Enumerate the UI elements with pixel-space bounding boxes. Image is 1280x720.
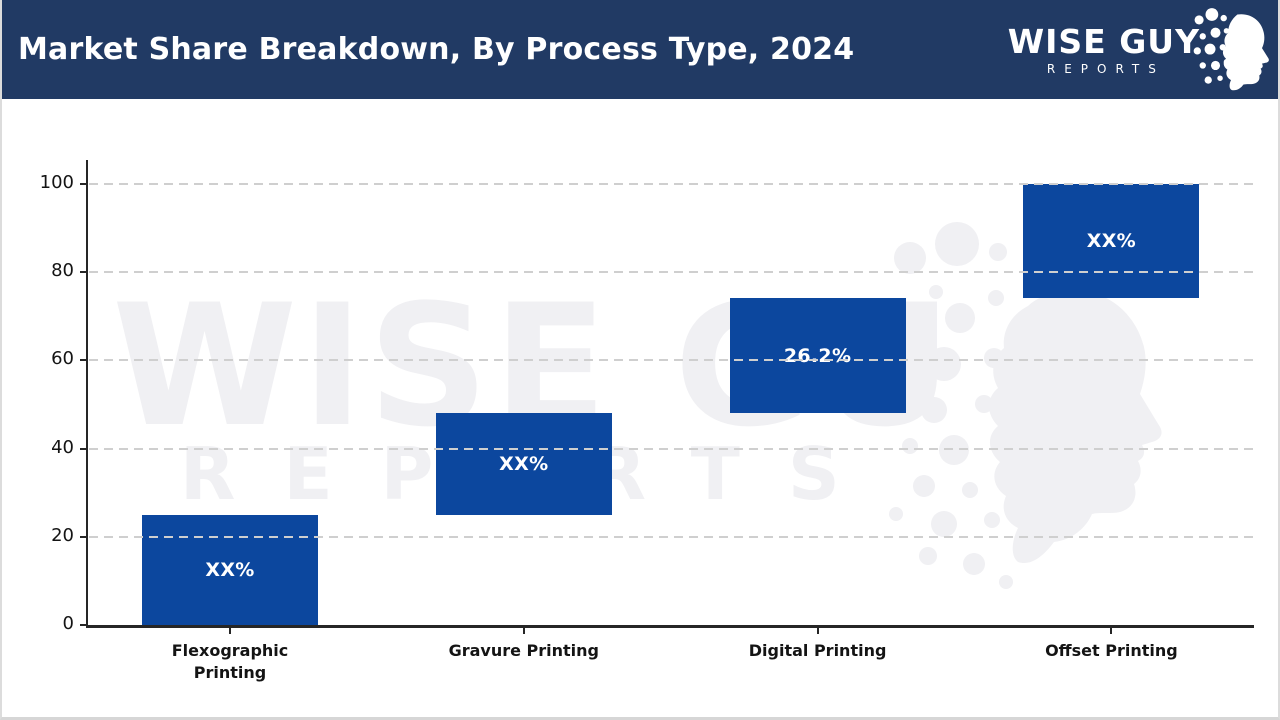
category-label-2: Gravure Printing [448,641,599,660]
bar-value-label-4: XX% [1086,229,1137,252]
header-bar: Market Share Breakdown, By Process Type,… [0,0,1280,99]
brand-logo: WISE GUY REPORTS [1008,6,1272,94]
y-axis-line [86,160,88,627]
y-tick-label-20: 20 [51,524,74,546]
y-tick-label-80: 80 [51,260,74,282]
brand-face-icon [1193,8,1269,91]
bar-value-label-1: XX% [205,558,255,581]
category-label-1: Flexographic Printing [171,641,289,682]
category-label-4: Offset Printing [1045,641,1178,660]
y-tick-0 [80,624,88,626]
x-tick-3 [816,628,819,634]
y-tick-label-60: 60 [51,348,74,370]
brand-subtitle: REPORTS [1046,61,1165,76]
bar-2: XX% [435,413,612,515]
y-tick-label-100: 100 [39,172,74,193]
y-tick-20 [80,535,88,538]
x-tick-1 [229,628,231,634]
brand-logo-text: WISE GUY REPORTS [1008,25,1200,76]
y-tick-100 [80,183,88,185]
y-tick-label-40: 40 [51,436,74,458]
bar-4: XX% [1023,184,1200,298]
bar-3: 26.2% [729,297,906,414]
chart-title: Market Share Breakdown, By Process Type,… [18,32,855,67]
y-tick-80 [80,271,88,274]
bar-value-label-2: XX% [499,453,549,476]
x-tick-2 [522,628,525,634]
y-tick-60 [80,359,88,362]
category-label-3: Digital Printing [748,641,887,660]
x-tick-4 [1110,628,1113,634]
y-tick-40 [80,447,88,450]
brand-name: WISE GUY [1007,21,1200,61]
y-tick-label-0: 0 [62,613,74,634]
bar-1: XX% [142,514,318,625]
x-axis-line [86,625,1254,628]
